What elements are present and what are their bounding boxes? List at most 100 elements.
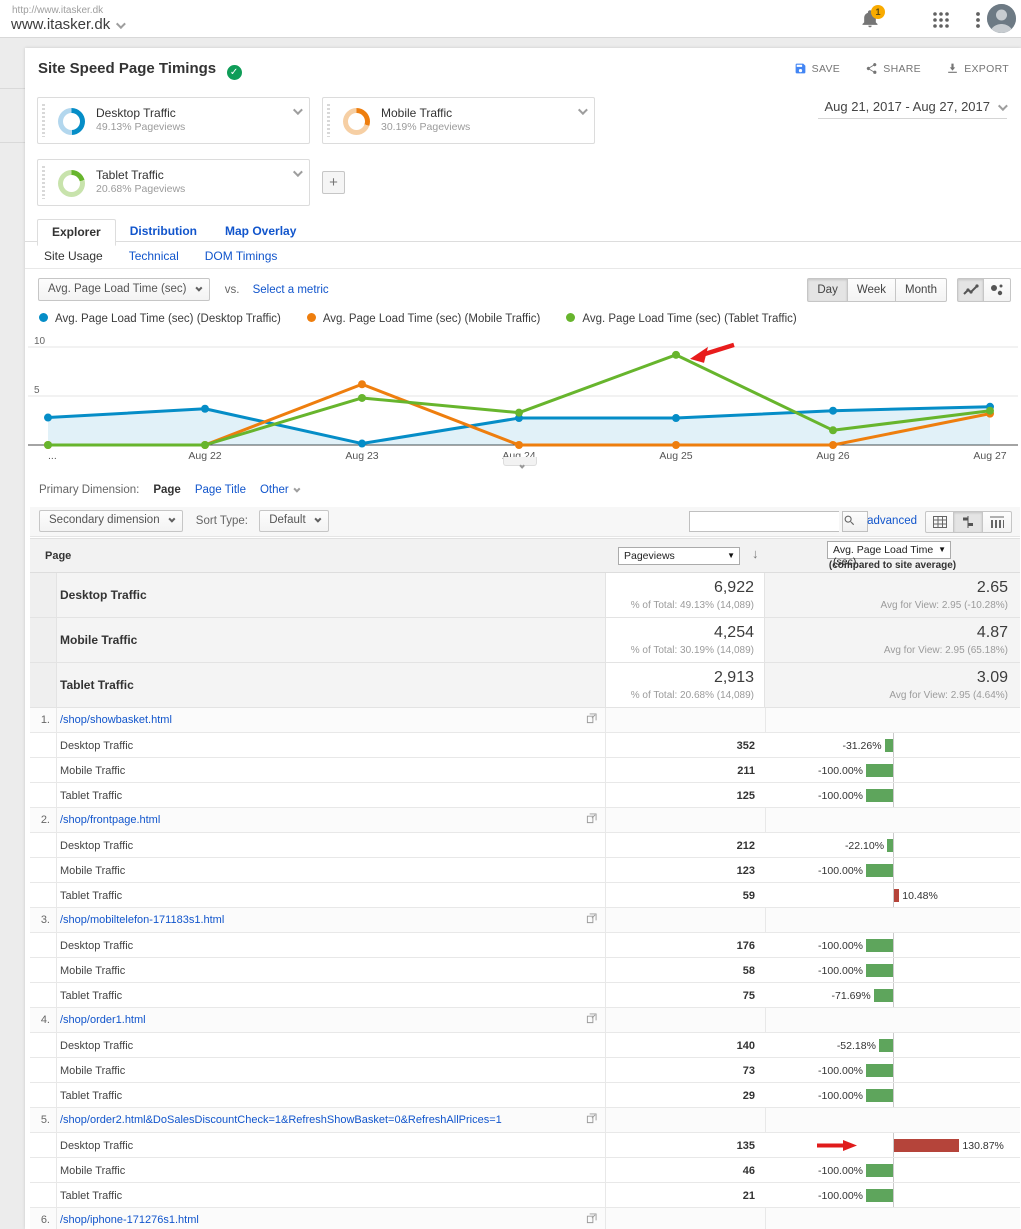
open-page-external-icon[interactable] bbox=[586, 713, 597, 727]
segment-pageviews-share: 20.68% Pageviews bbox=[96, 183, 186, 195]
user-avatar[interactable] bbox=[987, 4, 1016, 33]
share-button[interactable]: SHARE bbox=[865, 63, 924, 75]
page-url-link[interactable]: /shop/frontpage.html bbox=[60, 814, 161, 826]
legend-label: Avg. Page Load Time (sec) (Desktop Traff… bbox=[55, 313, 281, 325]
drag-grip-icon[interactable] bbox=[42, 104, 45, 137]
subtab-dom-timings[interactable]: DOM Timings bbox=[204, 249, 278, 263]
segment-sub-row: Tablet Traffic 21 -100.00% bbox=[30, 1183, 1020, 1208]
primary-dimension-other[interactable]: Other bbox=[259, 484, 301, 496]
notifications-bell-icon[interactable]: 1 bbox=[860, 5, 885, 31]
column-divider bbox=[605, 733, 606, 757]
select-metric-link[interactable]: Select a metric bbox=[252, 284, 329, 296]
delta-baseline bbox=[893, 1183, 894, 1207]
tab-explorer[interactable]: Explorer bbox=[37, 219, 116, 246]
chevron-down-icon[interactable] bbox=[292, 105, 303, 116]
chevron-down-icon[interactable] bbox=[292, 167, 303, 178]
segment-donut-icon bbox=[58, 170, 85, 197]
page-url-link[interactable]: /shop/order2.html&DoSalesDiscountCheck=1… bbox=[60, 1114, 502, 1126]
segment-card-desktop-traffic[interactable]: Desktop Traffic 49.13% Pageviews bbox=[37, 97, 310, 144]
segment-name: Desktop Traffic bbox=[60, 940, 134, 952]
delta-baseline bbox=[893, 1158, 894, 1182]
primary-dimension-option-label: Page Title bbox=[194, 484, 246, 496]
page-url-link[interactable]: /shop/mobiltelefon-171183s1.html bbox=[60, 914, 225, 926]
row-index bbox=[30, 933, 57, 957]
segment-name: Tablet Traffic bbox=[60, 1190, 123, 1202]
segment-name: Desktop Traffic bbox=[60, 1140, 134, 1152]
open-page-external-icon[interactable] bbox=[586, 1113, 597, 1127]
metric-column-selector[interactable]: Avg. Page Load Time (sec) ▼ bbox=[827, 541, 951, 568]
pivot-view-button[interactable] bbox=[983, 511, 1012, 533]
row-index bbox=[30, 858, 57, 882]
sort-type-dropdown[interactable]: Default bbox=[259, 510, 329, 532]
account-selector[interactable]: www.itasker.dk bbox=[11, 16, 127, 33]
segment-name: Tablet Traffic bbox=[60, 890, 123, 902]
segment-name: Tablet Traffic bbox=[60, 1090, 123, 1102]
summary-index-cell bbox=[30, 663, 57, 707]
load-time-delta-cell: -71.69% bbox=[765, 983, 1020, 1007]
primary-dimension-option-label: Other bbox=[259, 484, 289, 496]
summary-segment-name: Mobile Traffic bbox=[60, 633, 138, 647]
table-row: 5./shop/order2.html&DoSalesDiscountCheck… bbox=[30, 1108, 1020, 1133]
line-chart-type-button[interactable] bbox=[957, 278, 984, 302]
chevron-down-icon[interactable] bbox=[577, 105, 588, 116]
granularity-week-button[interactable]: Week bbox=[847, 278, 897, 302]
segment-name: Desktop Traffic bbox=[60, 840, 134, 852]
segment-card-tablet-traffic[interactable]: Tablet Traffic 20.68% Pageviews bbox=[37, 159, 310, 206]
export-button[interactable]: EXPORT bbox=[946, 63, 1009, 75]
sort-direction-icon[interactable]: ↓ bbox=[752, 546, 759, 561]
comparison-view-button[interactable] bbox=[954, 511, 983, 533]
row-index bbox=[30, 983, 57, 1007]
open-page-external-icon[interactable] bbox=[586, 913, 597, 927]
chart-collapse-handle[interactable] bbox=[503, 457, 537, 469]
delta-percent-label: -100.00% bbox=[818, 765, 863, 777]
delta-bar bbox=[866, 1164, 893, 1177]
delta-percent-label: -31.26% bbox=[842, 740, 882, 752]
table-view-button[interactable] bbox=[925, 511, 954, 533]
segment-pageviews-share: 49.13% Pageviews bbox=[96, 121, 186, 133]
tab-distribution[interactable]: Distribution bbox=[129, 224, 198, 238]
tab-map-overlay[interactable]: Map Overlay bbox=[225, 224, 297, 238]
segment-donut-icon bbox=[58, 108, 85, 135]
delta-baseline bbox=[893, 983, 894, 1007]
table-search-input[interactable] bbox=[688, 511, 839, 532]
page-url-link[interactable]: /shop/iphone-171276s1.html bbox=[60, 1214, 199, 1226]
open-page-external-icon[interactable] bbox=[586, 1013, 597, 1027]
date-range-selector[interactable]: Aug 21, 2017 - Aug 27, 2017 bbox=[818, 96, 1008, 119]
page-url-link[interactable]: /shop/showbasket.html bbox=[60, 714, 172, 726]
timeseries-chart[interactable]: 5 10... Aug 22 Aug 23 Aug 24 Aug 25 Aug 26 Aug … bbox=[28, 335, 1018, 467]
primary-dimension-page-title[interactable]: Page Title bbox=[195, 484, 246, 496]
advanced-search-link[interactable]: advanced bbox=[867, 515, 917, 527]
search-icon[interactable] bbox=[842, 511, 868, 532]
sidebar-divider bbox=[0, 142, 25, 143]
apps-grid-icon[interactable] bbox=[932, 9, 954, 31]
column-divider bbox=[765, 1208, 766, 1229]
summary-pageviews-cell: 6,922 % of Total: 49.13% (14,089) bbox=[605, 573, 765, 617]
primary-dimension-page[interactable]: Page bbox=[153, 484, 181, 496]
page-url-link[interactable]: /shop/order1.html bbox=[60, 1014, 146, 1026]
open-page-external-icon[interactable] bbox=[586, 1213, 597, 1227]
open-page-external-icon[interactable] bbox=[586, 813, 597, 827]
svg-text:10: 10 bbox=[34, 336, 46, 347]
subtab-site-usage[interactable]: Site Usage bbox=[44, 249, 103, 263]
segment-card-mobile-traffic[interactable]: Mobile Traffic 30.19% Pageviews bbox=[322, 97, 595, 144]
secondary-dimension-dropdown[interactable]: Secondary dimension bbox=[39, 510, 183, 532]
granularity-month-button[interactable]: Month bbox=[896, 278, 947, 302]
metric-dropdown[interactable]: Avg. Page Load Time (sec) bbox=[38, 278, 210, 301]
drag-grip-icon[interactable] bbox=[327, 104, 330, 137]
pageviews-value: 135 bbox=[736, 1140, 755, 1152]
pageviews-value: 211 bbox=[737, 765, 755, 777]
drag-grip-icon[interactable] bbox=[42, 166, 45, 199]
granularity-day-button[interactable]: Day bbox=[807, 278, 848, 302]
save-button[interactable]: SAVE bbox=[794, 63, 844, 75]
row-index bbox=[30, 883, 57, 907]
motion-chart-type-button[interactable] bbox=[984, 278, 1011, 302]
subtab-technical[interactable]: Technical bbox=[128, 249, 179, 263]
add-segment-button[interactable]: + bbox=[322, 171, 345, 194]
pageviews-column-selector[interactable]: Pageviews ▼ bbox=[618, 547, 740, 565]
legend-item: Avg. Page Load Time (sec) (Mobile Traffi… bbox=[306, 313, 540, 325]
more-options-kebab-icon[interactable] bbox=[969, 9, 991, 31]
delta-percent-label: -100.00% bbox=[818, 865, 863, 877]
column-divider bbox=[605, 858, 606, 882]
load-time-delta-cell: -22.10% bbox=[765, 833, 1020, 857]
